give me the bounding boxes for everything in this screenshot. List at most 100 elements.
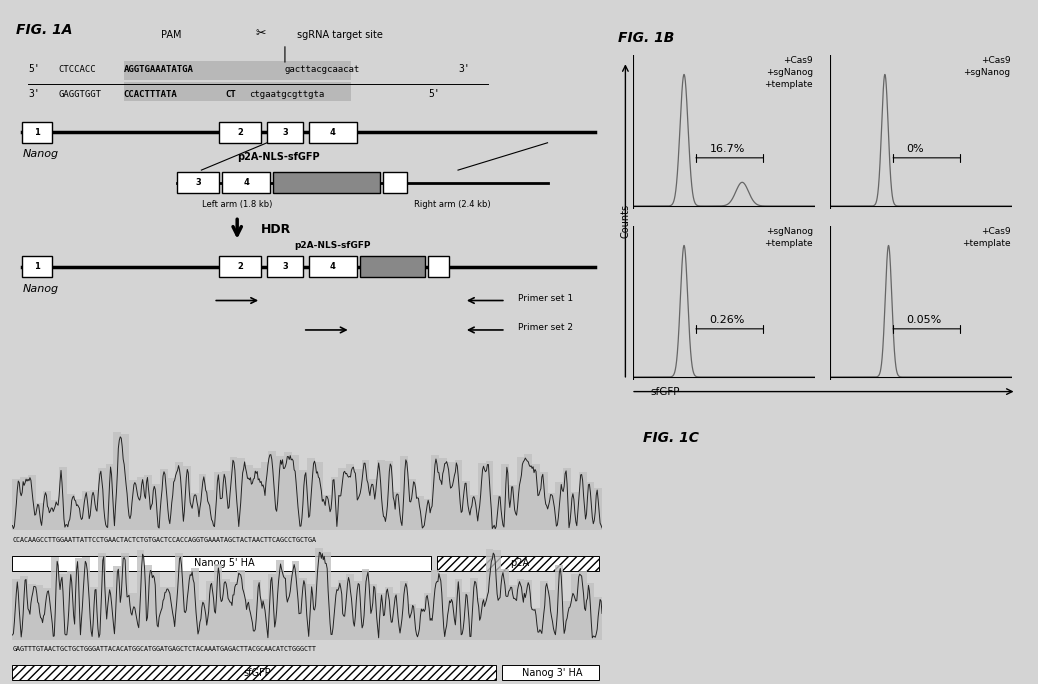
Bar — [59, 467, 66, 530]
Bar — [437, 555, 599, 571]
Text: +Cas9
+sgNanog: +Cas9 +sgNanog — [963, 56, 1010, 77]
Bar — [82, 557, 90, 640]
FancyBboxPatch shape — [222, 172, 270, 194]
Bar — [416, 496, 424, 530]
Text: ctgaatgcgttgta: ctgaatgcgttgta — [249, 90, 324, 99]
Bar — [207, 581, 214, 640]
Bar — [269, 451, 276, 530]
Bar — [555, 565, 564, 640]
Text: gacttacgcaacat: gacttacgcaacat — [284, 65, 360, 74]
Bar — [167, 587, 175, 640]
Bar — [35, 585, 44, 640]
Bar — [571, 492, 579, 530]
Bar — [229, 581, 238, 640]
Bar — [292, 456, 300, 530]
Bar — [90, 490, 98, 530]
Bar — [198, 601, 207, 640]
Bar — [424, 593, 432, 640]
Bar — [517, 457, 524, 530]
Text: GAGTTTGTAACTGCTGCTGGGATTACACATGGCATGGATGAGCTCTACAAATGAGACTTACGCAACATCTGGGCTT: GAGTTTGTAACTGCTGCTGGGATTACACATGGCATGGATG… — [12, 646, 317, 652]
Bar — [82, 491, 90, 530]
Text: Nanog: Nanog — [23, 284, 58, 293]
FancyBboxPatch shape — [177, 172, 219, 194]
Bar — [183, 571, 191, 640]
Bar — [354, 581, 361, 640]
Bar — [276, 456, 284, 530]
Text: 5': 5' — [28, 64, 40, 74]
Text: Left arm (1.8 kb): Left arm (1.8 kb) — [202, 200, 272, 209]
Bar — [401, 581, 408, 640]
FancyBboxPatch shape — [23, 122, 52, 143]
Text: CTCCACC: CTCCACC — [58, 65, 95, 74]
Text: Primer set 2: Primer set 2 — [518, 324, 573, 332]
Text: sfGFP: sfGFP — [243, 668, 271, 678]
Bar — [153, 484, 160, 530]
Bar — [253, 580, 261, 640]
Text: sfGFP: sfGFP — [651, 386, 680, 397]
FancyBboxPatch shape — [124, 82, 351, 101]
Bar — [175, 462, 183, 530]
Text: Right arm (2.4 kb): Right arm (2.4 kb) — [414, 200, 490, 209]
Bar — [222, 579, 229, 640]
Bar — [455, 460, 462, 530]
Text: 2: 2 — [238, 263, 243, 272]
Bar — [323, 495, 330, 530]
Text: 0%: 0% — [907, 144, 924, 154]
Bar — [346, 464, 354, 530]
Bar — [12, 479, 20, 530]
Bar — [555, 482, 564, 530]
Bar — [284, 575, 292, 640]
Bar — [121, 553, 129, 640]
Bar — [51, 557, 59, 640]
Bar — [307, 458, 315, 530]
Text: Nanog: Nanog — [23, 149, 58, 159]
Bar — [160, 469, 167, 530]
FancyBboxPatch shape — [267, 256, 303, 278]
Bar — [229, 457, 238, 530]
Bar — [354, 469, 361, 530]
Bar — [416, 607, 424, 640]
Bar — [532, 464, 540, 530]
Bar — [20, 477, 28, 530]
Text: +sgNanog
+template: +sgNanog +template — [764, 227, 813, 248]
Text: 1: 1 — [34, 263, 40, 272]
FancyBboxPatch shape — [309, 256, 357, 278]
Bar — [90, 587, 98, 640]
Bar — [540, 581, 548, 640]
Bar — [579, 571, 586, 640]
Bar — [447, 598, 455, 640]
Bar — [509, 585, 517, 640]
Bar — [330, 587, 338, 640]
Bar — [432, 570, 439, 640]
Bar — [160, 587, 167, 640]
Bar — [571, 574, 579, 640]
Bar — [66, 571, 75, 640]
Bar — [501, 665, 599, 681]
Bar — [548, 493, 555, 530]
Text: 4: 4 — [330, 263, 335, 272]
Bar — [28, 475, 35, 530]
Bar — [564, 468, 571, 530]
Text: 5': 5' — [429, 90, 440, 99]
Bar — [330, 477, 338, 530]
Text: p2A-NLS-sfGFP: p2A-NLS-sfGFP — [295, 241, 371, 250]
Bar — [486, 549, 493, 640]
Bar — [66, 495, 75, 530]
Text: HDR: HDR — [262, 222, 292, 235]
Bar — [361, 460, 370, 530]
Bar — [75, 557, 82, 640]
Bar — [564, 601, 571, 640]
Bar — [524, 454, 532, 530]
Bar — [338, 469, 346, 530]
Bar — [501, 464, 509, 530]
Bar — [276, 560, 284, 640]
Bar — [284, 452, 292, 530]
Text: AGGTGAAATATGA: AGGTGAAATATGA — [124, 65, 194, 74]
Bar — [370, 479, 377, 530]
Bar — [377, 593, 385, 640]
Bar — [595, 488, 602, 530]
Text: ✂: ✂ — [255, 27, 267, 40]
Bar — [300, 578, 307, 640]
Text: 0.26%: 0.26% — [710, 315, 745, 325]
Bar — [462, 592, 470, 640]
